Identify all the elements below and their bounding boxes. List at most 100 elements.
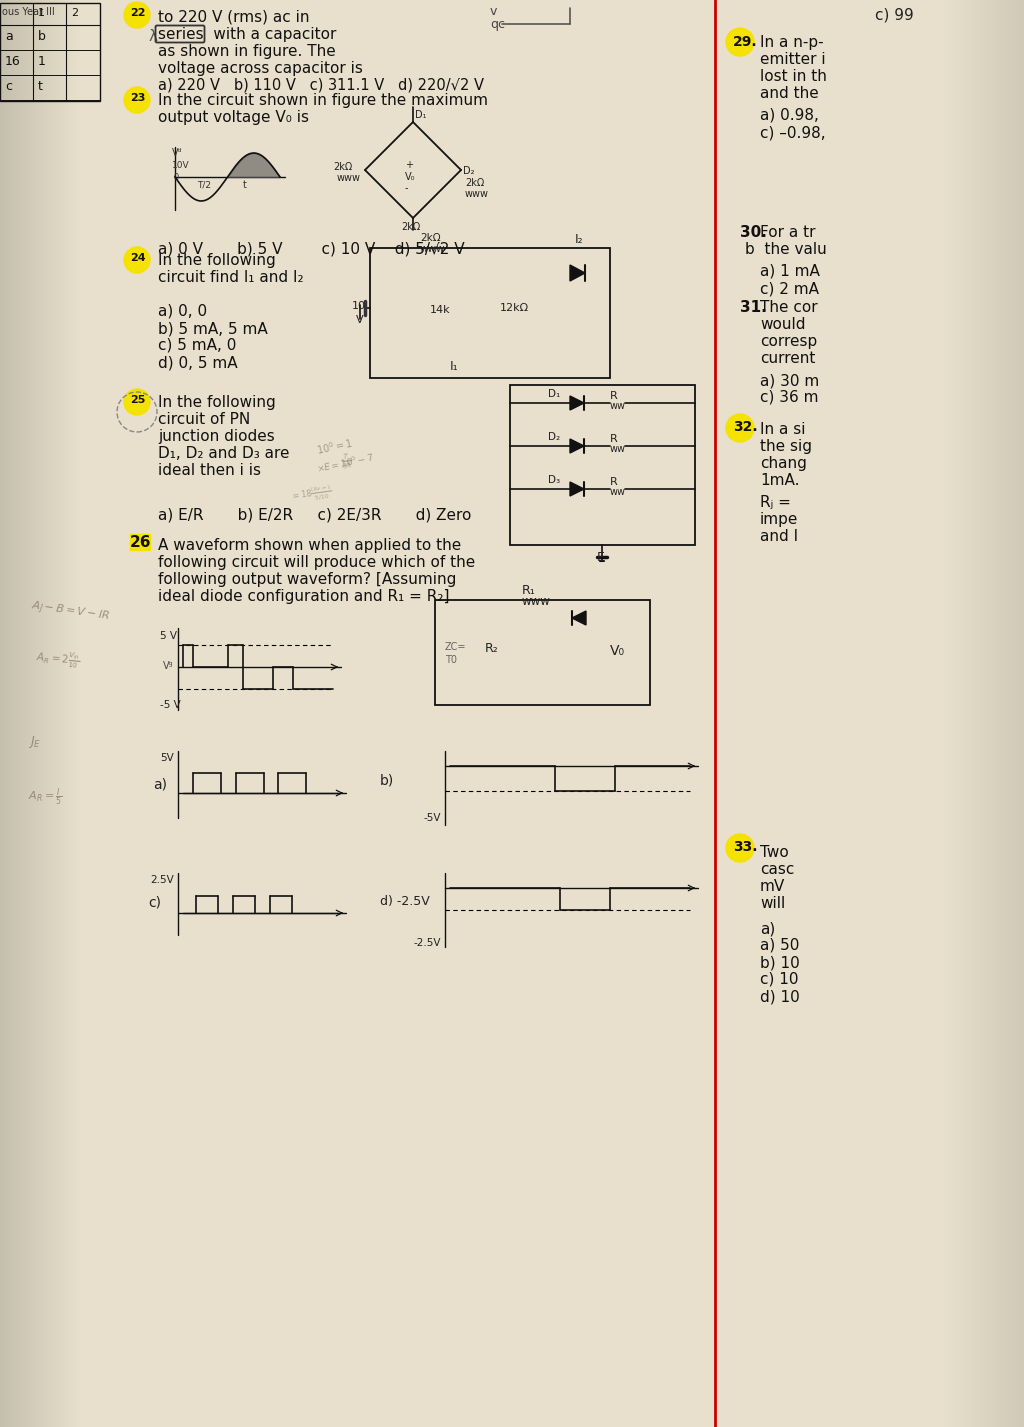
Text: 29.: 29.	[733, 36, 758, 49]
Text: v: v	[490, 6, 498, 19]
Text: -2.5V: -2.5V	[413, 938, 440, 948]
Text: b  the valu: b the valu	[745, 243, 826, 257]
Text: series  with a capacitor: series with a capacitor	[158, 27, 336, 41]
Text: 22: 22	[130, 9, 145, 19]
Text: $= 18\frac{(kv-)}{5/10}$: $= 18\frac{(kv-)}{5/10}$	[290, 484, 334, 507]
Text: ww: ww	[610, 444, 626, 454]
Text: Vᵍ: Vᵍ	[163, 661, 174, 671]
Text: c: c	[5, 80, 12, 93]
Text: a) 50: a) 50	[760, 938, 800, 953]
Text: b: b	[38, 30, 46, 43]
Text: 33.: 33.	[733, 841, 758, 853]
Text: 5 V: 5 V	[160, 631, 177, 641]
Bar	[130, 534, 150, 549]
Text: c) 2 mA: c) 2 mA	[760, 281, 819, 295]
Text: Rⱼ =: Rⱼ =	[760, 495, 791, 509]
Text: In a si: In a si	[760, 422, 806, 437]
Text: a) 30 m: a) 30 m	[760, 372, 819, 388]
Text: voltage across capacitor is: voltage across capacitor is	[158, 61, 362, 76]
Text: 24: 24	[130, 253, 145, 263]
Text: b) 10: b) 10	[760, 955, 800, 970]
Text: $A_R = 2\frac{V_{in}}{10}$: $A_R = 2\frac{V_{in}}{10}$	[35, 648, 81, 671]
Text: D₂: D₂	[463, 166, 474, 176]
Text: as shown in figure. The: as shown in figure. The	[158, 44, 336, 59]
Text: www: www	[522, 595, 551, 608]
Text: Two: Two	[760, 845, 788, 860]
Text: and the: and the	[760, 86, 819, 101]
Text: R: R	[610, 477, 617, 487]
Text: www: www	[420, 244, 445, 254]
Text: For a tr: For a tr	[760, 225, 815, 240]
Text: the sig: the sig	[760, 440, 812, 454]
Text: and I: and I	[760, 529, 798, 544]
Text: In the following: In the following	[158, 395, 275, 410]
Text: D₂: D₂	[548, 432, 560, 442]
Polygon shape	[572, 611, 586, 625]
Text: casc: casc	[760, 862, 795, 878]
Text: chang: chang	[760, 457, 807, 471]
Text: b): b)	[380, 773, 394, 788]
Text: ww: ww	[610, 401, 626, 411]
Text: b) 5 mA, 5 mA: b) 5 mA, 5 mA	[158, 321, 267, 335]
Text: D₁, D₂ and D₃ are: D₁, D₂ and D₃ are	[158, 447, 290, 461]
Circle shape	[124, 87, 150, 113]
Text: $10^0 = 1$: $10^0 = 1$	[315, 435, 353, 457]
Text: c) 5 mA, 0: c) 5 mA, 0	[158, 338, 237, 352]
Text: 30.: 30.	[740, 225, 767, 240]
Text: 31.: 31.	[740, 300, 767, 315]
Text: In a n-p-: In a n-p-	[760, 36, 823, 50]
Circle shape	[726, 833, 754, 862]
Text: to 220 V (rms) ac in: to 220 V (rms) ac in	[158, 10, 309, 26]
Text: $A_R = \frac{I}{5}$: $A_R = \frac{I}{5}$	[28, 786, 62, 808]
Text: d) 10: d) 10	[760, 989, 800, 1005]
Circle shape	[124, 247, 150, 273]
Text: 1mA.: 1mA.	[760, 472, 800, 488]
Text: R₂: R₂	[485, 642, 499, 655]
Polygon shape	[570, 440, 584, 452]
Text: +: +	[406, 160, 413, 170]
Text: I₁: I₁	[450, 360, 459, 372]
Text: 2.5V: 2.5V	[150, 875, 174, 885]
Polygon shape	[570, 265, 585, 281]
Text: would: would	[760, 317, 806, 332]
Polygon shape	[570, 397, 584, 410]
Text: D₃: D₃	[548, 475, 560, 485]
Text: a) 220 V   b) 110 V   c) 311.1 V   d) 220/√2 V: a) 220 V b) 110 V c) 311.1 V d) 220/√2 V	[158, 78, 484, 93]
Text: R: R	[610, 391, 617, 401]
Text: c) 36 m: c) 36 m	[760, 390, 818, 405]
Text: 5V: 5V	[160, 753, 174, 763]
Text: 2kΩ: 2kΩ	[420, 233, 440, 243]
Text: 10: 10	[352, 301, 366, 311]
Text: 2kΩ: 2kΩ	[401, 223, 420, 233]
Text: Vᵈ: Vᵈ	[172, 148, 182, 158]
Text: following circuit will produce which of the: following circuit will produce which of …	[158, 555, 475, 569]
Text: In the circuit shown in figure the maximum: In the circuit shown in figure the maxim…	[158, 93, 488, 108]
Text: emitter i: emitter i	[760, 51, 825, 67]
Circle shape	[726, 29, 754, 56]
Text: 1: 1	[38, 9, 45, 19]
Text: www: www	[465, 188, 489, 198]
Text: R₁: R₁	[522, 584, 536, 596]
Text: a): a)	[760, 920, 775, 936]
Text: a: a	[5, 30, 12, 43]
Text: -5 V: -5 V	[160, 701, 181, 711]
Text: 10V: 10V	[172, 161, 189, 170]
Text: 12kΩ: 12kΩ	[500, 303, 529, 313]
Text: -5V: -5V	[423, 813, 440, 823]
Text: R: R	[610, 434, 617, 444]
Text: t: t	[243, 180, 247, 190]
Text: c) –0.98,: c) –0.98,	[760, 126, 825, 140]
Text: output voltage V₀ is: output voltage V₀ is	[158, 110, 309, 126]
Text: T/2: T/2	[197, 181, 211, 190]
Text: a): a)	[153, 778, 167, 792]
Text: 26: 26	[130, 535, 152, 549]
Text: 0: 0	[173, 173, 178, 183]
Text: $\times E = 10^0 - 7$: $\times E = 10^0 - 7$	[315, 451, 375, 475]
Text: a) 0, 0: a) 0, 0	[158, 304, 207, 320]
Circle shape	[124, 1, 150, 29]
Text: c): c)	[148, 895, 161, 909]
Bar	[435, 599, 650, 705]
Text: impe: impe	[760, 512, 799, 527]
Text: ous Year III: ous Year III	[2, 7, 54, 17]
Text: c) 10: c) 10	[760, 972, 799, 987]
